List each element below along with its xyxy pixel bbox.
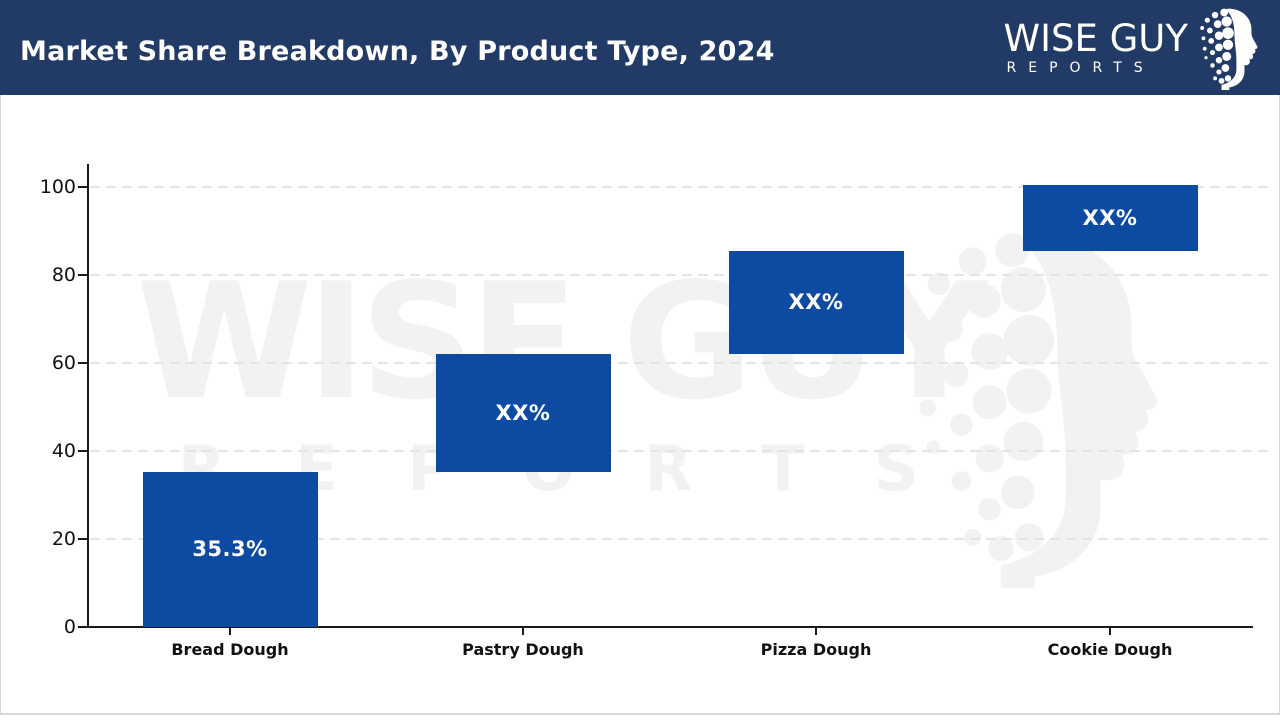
gridline-80 bbox=[90, 274, 1268, 276]
bar-value-label: 35.3% bbox=[192, 537, 268, 562]
y-tick-label: 0 bbox=[63, 616, 76, 638]
bar-value-label: XX% bbox=[1082, 205, 1138, 230]
header: Market Share Breakdown, By Product Type,… bbox=[0, 0, 1280, 95]
x-axis-line bbox=[87, 626, 1253, 628]
gridline-60 bbox=[90, 362, 1268, 364]
left-border-line bbox=[0, 95, 1, 715]
x-tick-mark bbox=[815, 628, 817, 635]
y-tick-mark bbox=[78, 186, 88, 188]
y-tick-label: 40 bbox=[51, 440, 76, 462]
bar-value-label: XX% bbox=[495, 400, 551, 425]
page-title: Market Share Breakdown, By Product Type,… bbox=[20, 36, 775, 67]
bar-pizza-dough: XX% bbox=[728, 250, 904, 355]
y-tick-mark bbox=[78, 450, 88, 452]
logo-text: WISE GUY REPORTS bbox=[1004, 20, 1188, 76]
x-tick-mark bbox=[522, 628, 524, 635]
y-tick-label: 60 bbox=[51, 352, 76, 374]
x-category-label: Bread Dough bbox=[171, 640, 289, 659]
logo-subtext: REPORTS bbox=[1006, 60, 1155, 76]
bar-bread-dough: 35.3% bbox=[142, 471, 318, 627]
y-axis-line bbox=[87, 164, 89, 628]
x-category-label: Pastry Dough bbox=[462, 640, 584, 659]
y-tick-mark bbox=[78, 626, 88, 628]
x-category-label: Cookie Dough bbox=[1047, 640, 1173, 659]
bar-value-label: XX% bbox=[788, 290, 844, 315]
wise-guy-reports-logo: WISE GUY REPORTS bbox=[1004, 6, 1264, 90]
bar-pastry-dough: XX% bbox=[435, 354, 611, 472]
y-tick-label: 100 bbox=[39, 176, 76, 198]
gridline-100 bbox=[90, 186, 1268, 188]
gridline-40 bbox=[90, 450, 1268, 452]
logo-wordmark: WISE GUY bbox=[1003, 17, 1188, 60]
gridline-20 bbox=[90, 538, 1268, 540]
y-tick-mark bbox=[78, 274, 88, 276]
y-tick-label: 20 bbox=[51, 528, 76, 550]
y-tick-mark bbox=[78, 538, 88, 540]
x-category-label: Pizza Dough bbox=[760, 640, 872, 659]
y-tick-mark bbox=[78, 362, 88, 364]
bottom-border-line bbox=[0, 713, 1280, 715]
x-tick-mark bbox=[1109, 628, 1111, 635]
bar-cookie-dough: XX% bbox=[1022, 184, 1198, 251]
x-tick-mark bbox=[229, 628, 231, 635]
y-tick-label: 80 bbox=[51, 264, 76, 286]
